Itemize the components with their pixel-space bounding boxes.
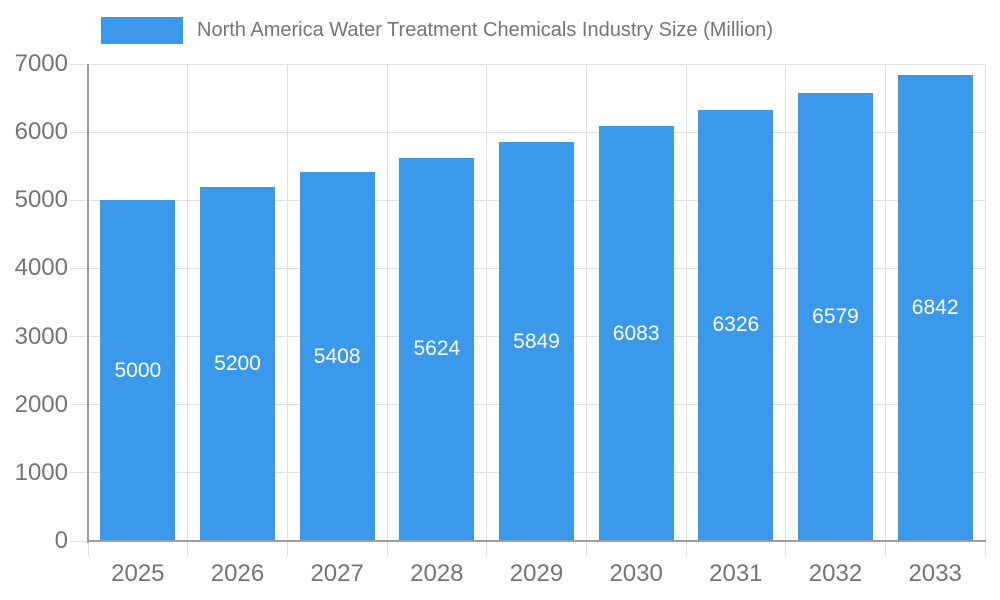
x-axis-line [87, 540, 986, 542]
y-axis-tick [70, 336, 88, 338]
x-tick-label: 2027 [310, 560, 364, 587]
x-tick-label: 2028 [410, 560, 464, 587]
x-gridline [884, 64, 886, 541]
y-axis-tick [70, 199, 88, 201]
y-axis-tick [70, 131, 88, 133]
x-gridline [386, 64, 388, 541]
x-tick-label: 2032 [808, 560, 863, 587]
y-tick-label: 3000 [14, 322, 68, 350]
x-axis-tick [187, 541, 189, 556]
y-axis-tick [70, 63, 88, 65]
x-tick-label: 2030 [609, 560, 663, 587]
x-gridline [585, 64, 587, 541]
x-axis-tick [87, 541, 89, 556]
y-axis-tick [70, 404, 88, 406]
x-tick-label: 2025 [111, 560, 165, 587]
bar[interactable] [598, 126, 674, 541]
bar[interactable] [399, 157, 475, 541]
y-tick-label: 1000 [14, 458, 68, 486]
bar-value-label: 5200 [214, 351, 261, 375]
x-axis-tick [884, 541, 886, 556]
x-gridline [187, 64, 189, 541]
x-gridline [984, 64, 986, 541]
x-gridline [785, 64, 787, 541]
legend-swatch[interactable] [101, 17, 183, 44]
y-axis-tick [70, 540, 88, 542]
y-axis-tick [70, 267, 88, 269]
y-tick-label: 2000 [14, 390, 68, 418]
bar-value-label: 6842 [911, 295, 959, 319]
y-axis-line [87, 64, 89, 543]
bar-value-label: 6579 [812, 304, 859, 328]
x-tick-label: 2031 [709, 560, 763, 587]
x-gridline [486, 64, 488, 541]
bar-value-label: 5624 [413, 337, 461, 361]
y-tick-label: 0 [54, 527, 68, 554]
x-axis-tick [486, 541, 488, 556]
x-gridline [685, 64, 687, 541]
x-tick-label: 2026 [210, 560, 265, 587]
y-tick-label: 6000 [14, 118, 68, 146]
y-axis-tick [70, 472, 88, 474]
x-axis-tick [984, 541, 986, 556]
legend-label: North America Water Treatment Chemicals … [197, 19, 774, 41]
x-axis-tick [585, 541, 587, 556]
bar-value-label: 5408 [313, 344, 361, 368]
y-tick-label: 7000 [14, 50, 68, 77]
bar[interactable] [798, 92, 873, 541]
bar[interactable] [299, 172, 375, 541]
bar[interactable] [499, 142, 574, 541]
y-tick-label: 4000 [14, 254, 68, 282]
bar-value-label: 5849 [513, 329, 560, 353]
bar-value-label: 6083 [612, 321, 660, 345]
y-tick-label: 5000 [14, 186, 68, 214]
legend-item[interactable]: North America Water Treatment Chemicals … [101, 17, 773, 44]
x-gridline [286, 64, 288, 541]
x-axis-tick [785, 541, 787, 556]
x-tick-label: 2029 [509, 560, 564, 587]
x-axis-tick [286, 541, 288, 556]
bar-value-label: 6326 [712, 313, 760, 337]
x-tick-label: 2033 [908, 560, 962, 587]
bar[interactable] [100, 200, 176, 541]
x-axis-tick [685, 541, 687, 556]
x-axis-tick [386, 541, 388, 556]
bar-value-label: 5000 [114, 358, 162, 382]
y-gridline [88, 131, 985, 133]
bar[interactable] [698, 109, 774, 541]
y-gridline [88, 63, 985, 65]
bar[interactable] [897, 74, 973, 541]
bar[interactable] [200, 186, 275, 541]
